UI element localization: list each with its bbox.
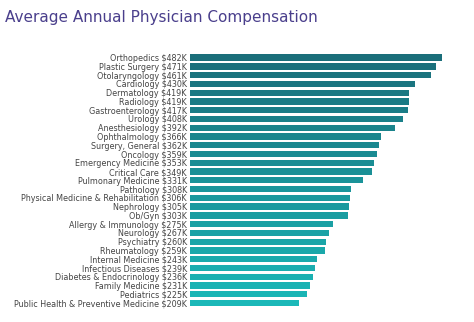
Bar: [190, 247, 325, 254]
Bar: [190, 204, 349, 210]
Bar: [190, 54, 442, 61]
Bar: [190, 142, 379, 148]
Bar: [190, 177, 363, 184]
Bar: [190, 81, 415, 87]
Bar: [190, 98, 409, 105]
Bar: [190, 230, 329, 236]
Bar: [190, 168, 372, 175]
Bar: [190, 90, 409, 96]
Bar: [190, 160, 374, 166]
Bar: [190, 212, 348, 219]
Bar: [190, 116, 403, 122]
Bar: [190, 107, 408, 113]
Bar: [190, 265, 315, 271]
Bar: [190, 239, 326, 245]
Bar: [190, 221, 334, 227]
Bar: [190, 72, 431, 78]
Bar: [190, 151, 377, 157]
Bar: [190, 256, 317, 262]
Bar: [190, 133, 381, 140]
Bar: [190, 282, 310, 289]
Bar: [190, 186, 351, 192]
Bar: [190, 195, 350, 201]
Bar: [190, 63, 436, 70]
Bar: [190, 274, 313, 280]
Bar: [190, 291, 307, 298]
Bar: [190, 125, 395, 131]
Text: Average Annual Physician Compensation: Average Annual Physician Compensation: [5, 10, 318, 25]
Bar: [190, 300, 299, 306]
